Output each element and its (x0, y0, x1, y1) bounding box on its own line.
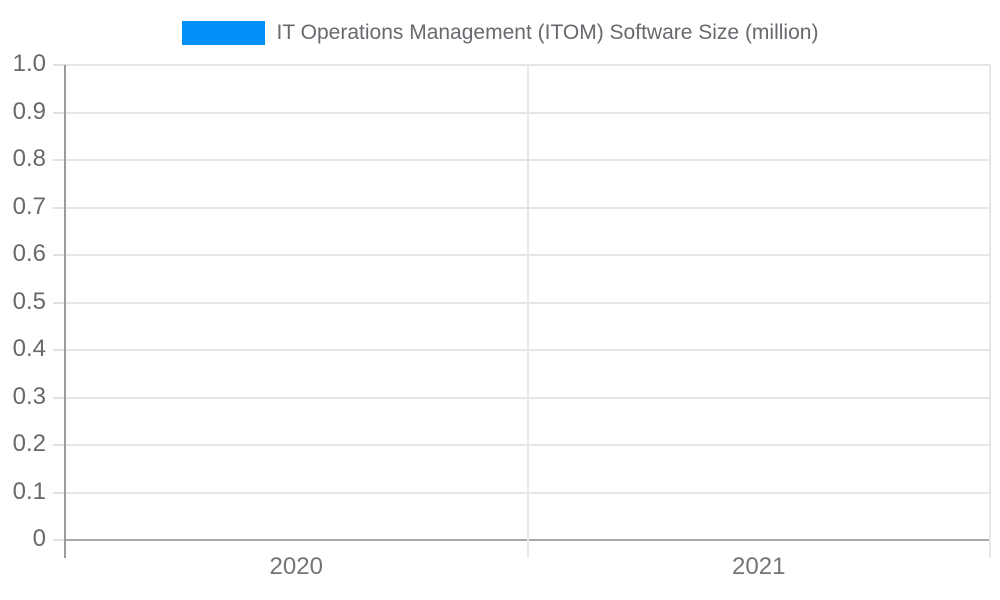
y-axis-line (64, 65, 66, 558)
y-tick-mark (53, 159, 65, 161)
y-tick-mark (53, 491, 65, 494)
y-tick-mark (53, 539, 65, 541)
x-gridline (989, 65, 991, 558)
y-tick-mark (53, 206, 65, 209)
y-tick-mark (53, 349, 65, 351)
x-gridline (526, 65, 529, 558)
y-axis-label: 0.3 (12, 382, 46, 410)
y-axis-label: 0.9 (12, 97, 46, 125)
y-tick-mark (53, 444, 65, 446)
y-tick-mark (53, 254, 65, 256)
y-axis-label: 1.0 (12, 50, 46, 78)
legend: IT Operations Management (ITOM) Software… (0, 18, 1000, 48)
x-axis-label: 2020 (269, 553, 323, 580)
y-tick-mark (53, 396, 65, 399)
y-axis-label: 0.7 (12, 192, 46, 220)
y-axis-label: 0.1 (12, 477, 46, 505)
legend-label: IT Operations Management (ITOM) Software… (276, 21, 819, 44)
y-axis-label: 0.8 (12, 145, 46, 173)
y-axis-label: 0.5 (12, 287, 46, 315)
legend-swatch-icon (181, 21, 265, 45)
y-axis-label: 0.2 (12, 430, 46, 458)
y-tick-mark (53, 301, 65, 304)
y-axis-label: 0.6 (12, 240, 46, 268)
y-tick-mark (53, 111, 65, 114)
y-axis-label: 0.4 (12, 335, 46, 363)
y-axis-label: 0 (32, 525, 46, 553)
x-axis-label: 2021 (732, 553, 786, 580)
y-tick-mark (53, 64, 65, 66)
legend-item[interactable]: IT Operations Management (ITOM) Software… (181, 21, 819, 45)
